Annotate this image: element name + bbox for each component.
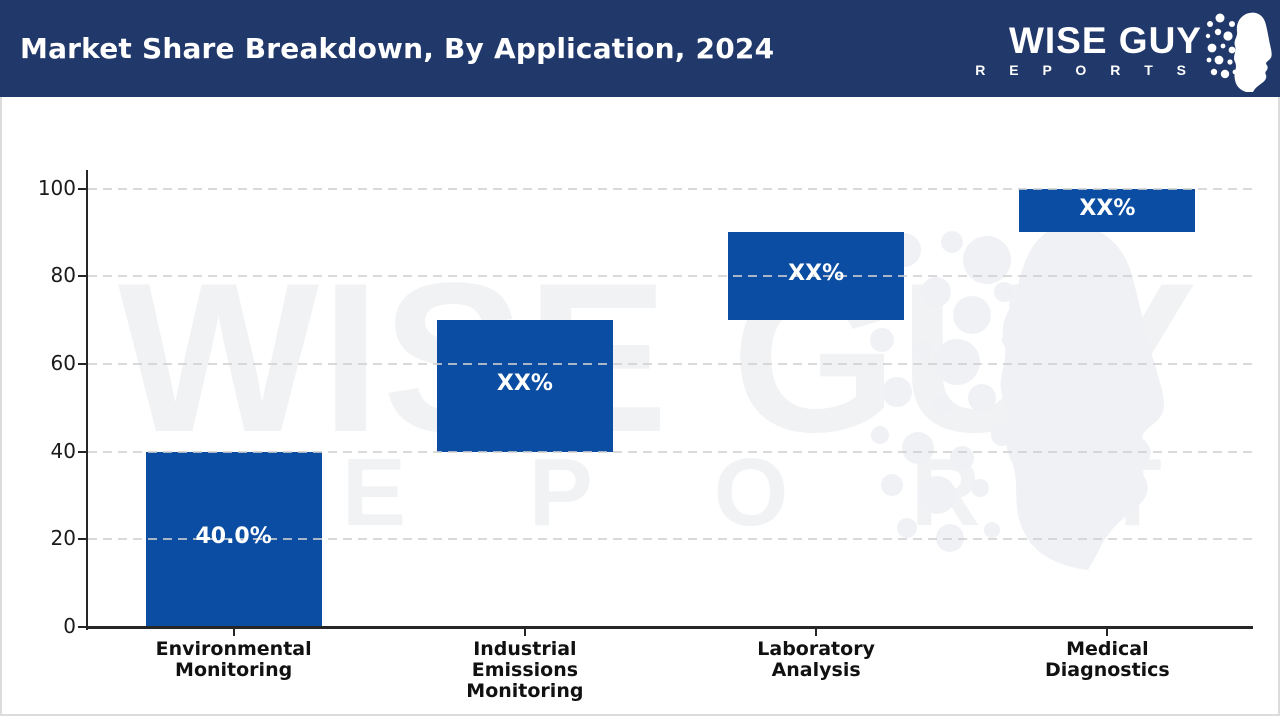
brand-face-icon: [1205, 12, 1272, 92]
content-frame: [0, 97, 1280, 716]
y-tick-mark: [78, 450, 86, 453]
brand-reports-label: R E P O R T S: [975, 62, 1196, 78]
x-axis-line: [86, 626, 1253, 629]
y-tick-label: 60: [50, 350, 76, 375]
x-tick-mark: [1106, 629, 1109, 636]
y-tick-label: 40: [50, 438, 76, 463]
y-tick-mark: [78, 187, 86, 190]
gridline: [88, 538, 1253, 541]
bar-label: XX%: [496, 370, 553, 396]
gridline: [88, 187, 1253, 190]
category-label: Monitoring: [175, 659, 293, 681]
category-label: Diagnostics: [1044, 659, 1170, 681]
category-label: Industrial: [473, 638, 577, 660]
bar-label: 40.0%: [195, 524, 272, 550]
gridline: [88, 450, 1253, 453]
category-label: Laboratory: [757, 638, 875, 660]
category-label: Environmental: [155, 638, 312, 660]
gridline: [88, 362, 1253, 365]
page-title: Market Share Breakdown, By Application, …: [20, 32, 775, 65]
category-label: Medical: [1066, 638, 1149, 660]
x-tick-mark: [815, 629, 818, 636]
x-tick-mark: [523, 629, 526, 636]
y-tick-label: 0: [63, 614, 76, 638]
bar-label: XX%: [788, 261, 845, 287]
y-tick-label: 80: [50, 263, 76, 288]
category-label: Monitoring: [466, 680, 584, 702]
y-axis-line: [86, 170, 88, 630]
y-tick-label: 20: [50, 526, 76, 551]
y-tick-label: 100: [37, 175, 76, 200]
brand-wordmark: WISE GUY: [1008, 20, 1202, 61]
bar: [1019, 188, 1196, 233]
y-tick-mark: [78, 538, 86, 541]
gridline: [88, 275, 1253, 278]
brand-logo: WISE GUY R E P O R T S: [975, 6, 1272, 92]
category-label: Analysis: [771, 659, 861, 681]
bar: [436, 320, 613, 452]
y-tick-mark: [78, 362, 86, 365]
x-tick-mark: [232, 629, 235, 636]
y-tick-mark: [78, 626, 86, 628]
header-bar: Market Share Breakdown, By Application, …: [0, 0, 1280, 97]
category-label: Emissions: [471, 659, 579, 681]
bar-label: XX%: [1079, 195, 1136, 221]
y-tick-mark: [78, 275, 86, 278]
